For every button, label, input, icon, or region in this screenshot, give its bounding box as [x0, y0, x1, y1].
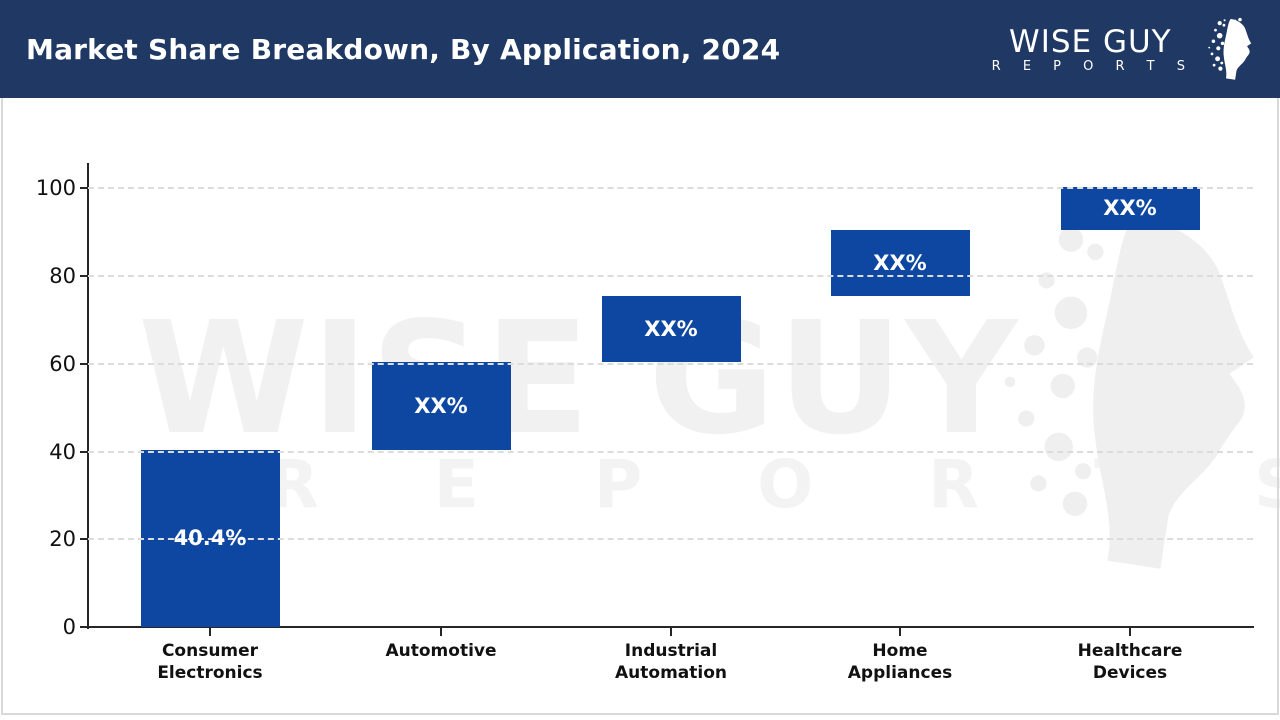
y-tick-label-20: 20 [49, 527, 76, 552]
y-tick-mark-20 [80, 538, 88, 541]
x-category-label-industrial-automation: Industrial Automation [615, 641, 727, 683]
logo-wordmark: WISE GUY [1009, 23, 1172, 60]
bar-healthcare-devices [1060, 186, 1200, 231]
y-tick-mark-100 [80, 187, 88, 190]
bar-value-label-automotive: XX% [414, 393, 468, 418]
watermark-text-top: WISE GUY [138, 288, 1020, 469]
header: Market Share Breakdown, By Application, … [0, 0, 1280, 98]
x-tick-mark-industrial-automation [670, 628, 672, 636]
x-category-label-automotive: Automotive [385, 641, 497, 661]
bar-industrial-automation [601, 296, 741, 363]
y-tick-label-80: 80 [49, 264, 76, 289]
y-tick-mark-40 [80, 450, 88, 453]
gridline-40 [88, 450, 1253, 453]
bar-home-appliances [830, 230, 970, 297]
y-axis-line [87, 163, 89, 629]
x-tick-mark-home-appliances [899, 628, 901, 636]
y-tick-mark-60 [80, 362, 88, 365]
gridline-20 [88, 538, 1253, 541]
bar-value-label-home-appliances: XX% [873, 251, 927, 276]
x-axis-line [87, 626, 1254, 628]
logo-subtitle: R E P O R T S [991, 58, 1194, 74]
bar-value-label-consumer-electronics: 40.4% [173, 526, 247, 551]
watermark-head-graphic [1004, 209, 1254, 569]
gridline-60 [88, 362, 1253, 365]
bar-automotive [371, 362, 511, 450]
x-category-label-consumer-electronics: Consumer Electronics [157, 641, 263, 683]
y-tick-mark-0 [80, 626, 88, 628]
page-title: Market Share Breakdown, By Application, … [26, 32, 781, 66]
y-tick-label-0: 0 [62, 615, 76, 639]
x-tick-mark-healthcare-devices [1129, 628, 1131, 636]
gridline-100 [88, 187, 1253, 190]
y-tick-label-40: 40 [49, 439, 76, 464]
x-category-label-healthcare-devices: Healthcare Devices [1077, 641, 1183, 683]
x-tick-mark-automotive [440, 628, 442, 636]
y-tick-mark-80 [80, 275, 88, 278]
bar-value-label-healthcare-devices: XX% [1103, 196, 1157, 221]
x-tick-mark-consumer-electronics [209, 628, 211, 636]
gridline-80 [88, 275, 1253, 278]
logo-text: WISE GUY R E P O R T S [987, 25, 1194, 74]
bar-value-label-industrial-automation: XX% [644, 317, 698, 342]
wise-guy-head-icon [1208, 17, 1252, 80]
y-tick-label-100: 100 [35, 176, 76, 201]
x-category-label-home-appliances: Home Appliances [847, 641, 953, 683]
wise-guy-logo: WISE GUY R E P O R T S [987, 9, 1254, 89]
y-tick-label-60: 60 [49, 351, 76, 376]
